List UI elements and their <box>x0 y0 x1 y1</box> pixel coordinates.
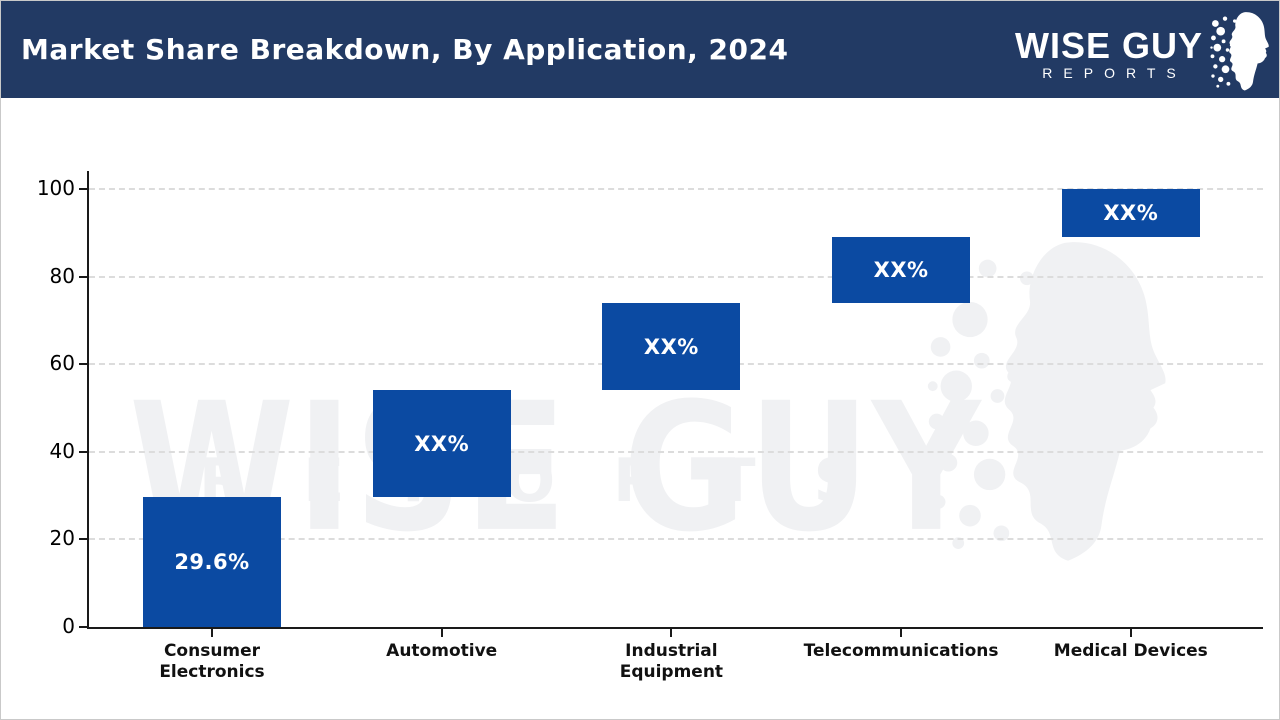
watermark-sub-text: REPORTS <box>199 446 915 516</box>
grid-line <box>89 188 1263 190</box>
x-category-label-line: Automotive <box>386 641 498 661</box>
y-tick-mark <box>79 275 89 278</box>
dotted-face-icon <box>1210 12 1269 91</box>
bar: XX% <box>1061 189 1200 238</box>
y-axis-line <box>87 171 89 629</box>
x-category-label: Consumer Electronics <box>92 641 332 683</box>
x-category-label-line: Medical Devices <box>1053 641 1208 661</box>
y-tick-mark <box>79 626 89 628</box>
x-category-label: Industrial Equipment <box>551 641 791 683</box>
y-tick-label: 20 <box>49 526 75 551</box>
y-tick-label: 100 <box>36 176 75 200</box>
bar: 29.6% <box>143 497 281 627</box>
x-category-label-line: Industrial <box>625 641 718 661</box>
page-title: Market Share Breakdown, By Application, … <box>21 33 789 66</box>
x-category-label-line: Electronics <box>159 662 265 682</box>
logo-brand-text: WISE GUY <box>1014 25 1204 66</box>
x-tick-mark <box>900 629 903 637</box>
y-tick-mark <box>79 450 89 453</box>
grid-line <box>89 275 1263 278</box>
y-tick-label: 0 <box>62 614 75 638</box>
y-tick-mark <box>79 538 89 541</box>
y-tick-label: 60 <box>49 351 75 376</box>
x-axis-line <box>87 627 1263 629</box>
logo-sub-text: REPORTS <box>1042 65 1187 81</box>
x-tick-mark <box>1129 629 1132 637</box>
grid-line <box>89 538 1263 541</box>
x-category-label-line: Telecommunications <box>803 641 999 661</box>
wise-guy-logo: WISE GUY REPORTS <box>1011 7 1271 93</box>
x-tick-mark <box>440 629 443 637</box>
bar: XX% <box>602 302 741 391</box>
bar-value-label: 29.6% <box>174 550 250 575</box>
waterfall-chart: WISE GUY REPORTS 0 20 40 60 80 100 29.6% Consum… <box>1 98 1279 719</box>
x-category-label-line: Consumer <box>163 641 261 661</box>
y-tick-mark <box>79 188 89 190</box>
x-category-label: Telecommunications <box>781 641 1021 662</box>
y-tick-mark <box>79 363 89 366</box>
x-category-label: Automotive <box>322 641 562 662</box>
x-category-label: Medical Devices <box>1011 641 1251 662</box>
x-tick-mark <box>670 629 673 637</box>
grid-line <box>89 450 1263 453</box>
bar: XX% <box>832 237 971 303</box>
bar-value-label: XX% <box>414 431 470 456</box>
header-bar: Market Share Breakdown, By Application, … <box>1 1 1279 98</box>
y-tick-label: 80 <box>49 263 75 288</box>
x-tick-mark <box>211 629 213 637</box>
bar-value-label: XX% <box>873 258 929 283</box>
bar-value-label: XX% <box>643 334 699 359</box>
y-tick-label: 40 <box>49 438 75 463</box>
x-category-label-line: Equipment <box>619 662 724 682</box>
bar-value-label: XX% <box>1103 201 1159 226</box>
bar: XX% <box>372 390 511 498</box>
